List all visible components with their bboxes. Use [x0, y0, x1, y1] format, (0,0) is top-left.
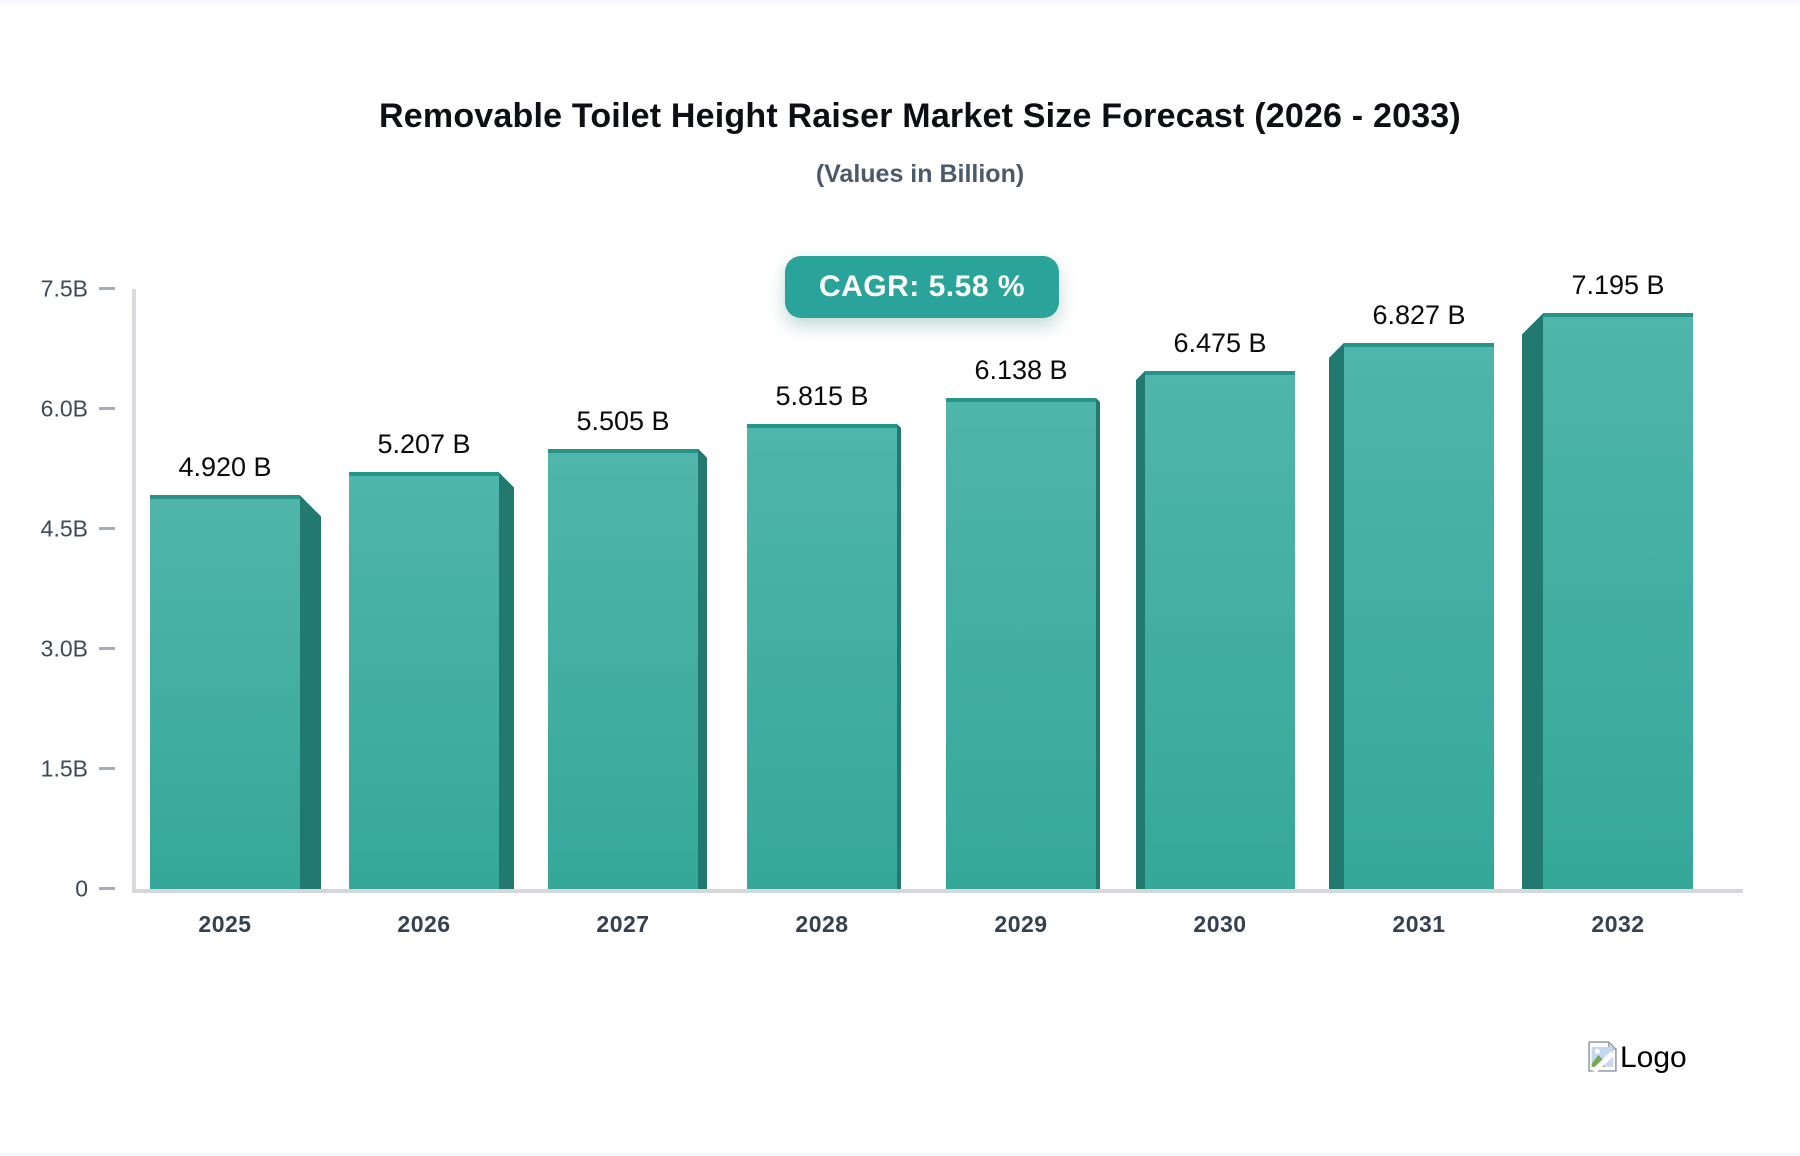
- bar-face: [946, 397, 1096, 889]
- y-tick-label: 1.5B: [40, 755, 88, 782]
- bar-value-label: 5.207 B: [377, 429, 471, 460]
- bar-face: [747, 423, 897, 889]
- bar-face: [548, 448, 698, 889]
- bar-2025: 4.920 B 2025: [150, 452, 321, 937]
- bar-2029: 6.138 B 2029: [946, 355, 1100, 937]
- bar-face: [1145, 371, 1295, 889]
- bar-value-label: 5.815 B: [775, 380, 869, 411]
- x-axis-line: [132, 889, 1743, 893]
- bar-2031: 6.827 B 2031: [1329, 300, 1494, 937]
- y-tick-label: 6.0B: [40, 395, 88, 422]
- bar-side-3d: [300, 495, 321, 889]
- y-tick-label: 7.5B: [40, 275, 88, 302]
- bar-2028: 5.815 B 2028: [747, 381, 901, 937]
- bar-2027: 5.505 B 2027: [548, 406, 707, 937]
- bar-side-3d: [1329, 342, 1344, 889]
- page-title: Removable Toilet Height Raiser Market Si…: [379, 97, 1461, 135]
- y-tick-label: 4.5B: [40, 515, 88, 542]
- bar-2030: 6.475 B 2030: [1136, 328, 1295, 937]
- bar-side-3d: [1136, 371, 1145, 889]
- bar-value-label: 6.475 B: [1173, 328, 1267, 358]
- plot-area: 0 1.5B 3.0B 4.5B 6.0B 7.5B 4.920 B 2025 5.207 B…: [41, 270, 1743, 937]
- bar-value-label: 7.195 B: [1571, 270, 1665, 301]
- y-tick-dash: [99, 407, 115, 410]
- bar-value-label: 4.920 B: [178, 452, 272, 483]
- bar-face: [150, 495, 300, 889]
- y-tick-dash: [99, 887, 115, 890]
- bar-side-3d: [698, 448, 707, 889]
- x-axis-label-2032: 2032: [1591, 911, 1645, 937]
- x-axis-label-2030: 2030: [1193, 911, 1247, 937]
- bar-side-3d: [499, 472, 514, 889]
- bar-face: [349, 472, 499, 889]
- bar-side-3d: [1096, 397, 1100, 889]
- y-tick-dash: [99, 287, 115, 290]
- y-tick-dash: [99, 767, 115, 770]
- bar-2026: 5.207 B 2026: [349, 429, 514, 937]
- broken-image-icon: [1588, 1040, 1618, 1073]
- cagr-badge: CAGR: 5.58 %: [784, 256, 1060, 318]
- bar-value-label: 6.827 B: [1372, 299, 1466, 330]
- y-axis-line: [132, 289, 136, 893]
- x-axis-label-2029: 2029: [994, 911, 1048, 937]
- bar-value-label: 5.505 B: [576, 405, 670, 436]
- x-axis-label-2025: 2025: [198, 911, 252, 937]
- bar-2032: 7.195 B 2032: [1522, 270, 1693, 937]
- y-tick-label: 3.0B: [40, 635, 88, 662]
- x-axis-label-2028: 2028: [795, 911, 849, 937]
- bar-face: [1344, 342, 1494, 889]
- bar-side-3d: [897, 423, 901, 889]
- bar-side-3d: [1522, 313, 1543, 889]
- y-tick-dash: [99, 527, 115, 530]
- x-axis-label-2031: 2031: [1392, 911, 1446, 937]
- y-tick-label: 0: [75, 875, 88, 902]
- logo-text: Logo: [1620, 1040, 1687, 1074]
- y-tick-dash: [99, 647, 115, 650]
- logo: Logo: [1586, 1040, 1687, 1073]
- bar-face: [1543, 313, 1693, 889]
- bar-value-label: 6.138 B: [974, 354, 1068, 385]
- x-axis-label-2027: 2027: [596, 911, 650, 937]
- chart-subtitle: (Values in Billion): [815, 160, 1025, 188]
- x-axis-label-2026: 2026: [397, 911, 451, 937]
